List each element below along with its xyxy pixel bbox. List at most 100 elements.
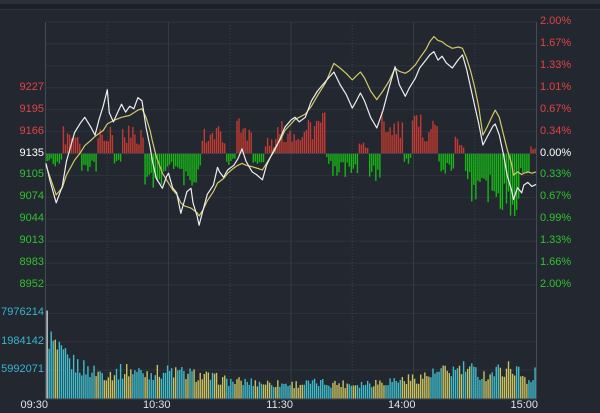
volume-bar bbox=[285, 383, 287, 399]
volume-bar bbox=[266, 380, 269, 399]
volume-bar bbox=[287, 386, 289, 399]
time-axis-label: 15:00 bbox=[510, 399, 538, 411]
delta-down-bar bbox=[499, 154, 502, 209]
volume-bar bbox=[126, 364, 128, 399]
volume-bar bbox=[99, 371, 101, 399]
delta-down-bar bbox=[440, 154, 442, 172]
volume-bar bbox=[244, 378, 246, 399]
delta-up-bar bbox=[213, 139, 216, 154]
delta-down-bar bbox=[344, 154, 346, 177]
volume-bar bbox=[448, 373, 451, 399]
delta-down-bar bbox=[438, 154, 440, 162]
volume-bar bbox=[62, 349, 65, 399]
volume-bar bbox=[524, 377, 526, 399]
delta-down-bar bbox=[491, 154, 493, 191]
delta-up-bar bbox=[266, 137, 269, 154]
delta-down-bar bbox=[405, 154, 408, 159]
volume-bar bbox=[532, 380, 534, 399]
volume-bar bbox=[58, 341, 61, 399]
delta-down-bar bbox=[328, 154, 330, 164]
volume-bar bbox=[338, 383, 340, 399]
volume-bar bbox=[262, 384, 265, 399]
delta-down-bar bbox=[230, 154, 232, 162]
price-axis-label: 8983 bbox=[19, 256, 44, 269]
delta-down-bar bbox=[166, 154, 169, 167]
volume-bar bbox=[391, 381, 393, 399]
delta-down-bar bbox=[234, 154, 236, 159]
delta-up-bar bbox=[383, 121, 385, 154]
volume-bar bbox=[56, 349, 59, 399]
delta-down-bar bbox=[91, 154, 93, 161]
delta-down-bar bbox=[262, 154, 265, 163]
delta-down-bar bbox=[338, 154, 340, 173]
delta-down-bar bbox=[403, 154, 406, 162]
volume-bar bbox=[344, 388, 346, 399]
volume-bar bbox=[381, 382, 383, 399]
delta-down-bar bbox=[258, 154, 261, 163]
delta-down-bar bbox=[179, 154, 181, 169]
volume-bar bbox=[48, 348, 50, 399]
volume-bar bbox=[132, 374, 134, 399]
volume-bar bbox=[530, 382, 532, 399]
delta-up-bar bbox=[305, 129, 308, 154]
delta-up-bar bbox=[401, 122, 404, 154]
volume-bar bbox=[336, 385, 338, 399]
delta-down-bar bbox=[252, 154, 255, 163]
volume-bar bbox=[405, 384, 408, 399]
delta-up-bar bbox=[250, 132, 252, 154]
volume-bar bbox=[303, 384, 306, 399]
delta-up-bar bbox=[209, 134, 212, 154]
volume-bar bbox=[501, 376, 504, 399]
delta-down-bar bbox=[95, 154, 97, 172]
delta-up-bar bbox=[315, 120, 318, 154]
volume-bar bbox=[309, 383, 312, 399]
delta-up-bar bbox=[248, 129, 250, 154]
delta-down-bar bbox=[60, 154, 63, 160]
delta-up-bar bbox=[77, 137, 79, 154]
delta-down-bar bbox=[377, 154, 379, 170]
volume-bar bbox=[85, 374, 87, 399]
percent-axis-label: 1.33% bbox=[540, 58, 572, 71]
delta-down-bar bbox=[409, 154, 412, 158]
volume-bar bbox=[373, 386, 375, 399]
delta-up-bar bbox=[246, 140, 248, 154]
delta-up-bar bbox=[283, 141, 285, 154]
delta-up-bar bbox=[534, 148, 536, 154]
volume-bar bbox=[242, 385, 244, 399]
volume-bar bbox=[197, 380, 199, 399]
volume-bar bbox=[422, 378, 424, 399]
volume-bar bbox=[72, 354, 75, 399]
volume-bar bbox=[417, 383, 420, 399]
volume-bar bbox=[291, 381, 293, 399]
delta-up-bar bbox=[385, 132, 387, 154]
volume-bar bbox=[152, 379, 154, 399]
delta-down-bar bbox=[254, 154, 257, 162]
delta-down-bar bbox=[475, 154, 477, 200]
volume-bar bbox=[354, 385, 357, 399]
volume-bar bbox=[130, 369, 132, 399]
price-axis-label: 9135 bbox=[19, 146, 44, 159]
delta-down-bar bbox=[56, 154, 59, 162]
volume-bar bbox=[52, 340, 54, 399]
volume-bar bbox=[434, 373, 436, 399]
delta-down-bar bbox=[450, 154, 453, 171]
volume-bar bbox=[113, 375, 116, 399]
delta-up-bar bbox=[309, 122, 312, 154]
delta-down-bar bbox=[232, 154, 234, 159]
volume-bar bbox=[246, 381, 248, 399]
delta-down-bar bbox=[497, 154, 500, 194]
volume-bar bbox=[299, 384, 301, 399]
delta-down-bar bbox=[524, 154, 526, 172]
volume-bar bbox=[307, 380, 310, 399]
volume-bar bbox=[350, 385, 353, 399]
volume-bar bbox=[66, 354, 69, 399]
volume-bar bbox=[371, 387, 373, 399]
volume-bar bbox=[528, 380, 530, 399]
volume-bar bbox=[526, 383, 528, 399]
price-axis-label: 9074 bbox=[19, 190, 44, 203]
delta-down-bar bbox=[342, 154, 344, 163]
delta-down-bar bbox=[195, 154, 197, 183]
volume-bar bbox=[311, 380, 314, 399]
delta-down-bar bbox=[185, 154, 187, 172]
